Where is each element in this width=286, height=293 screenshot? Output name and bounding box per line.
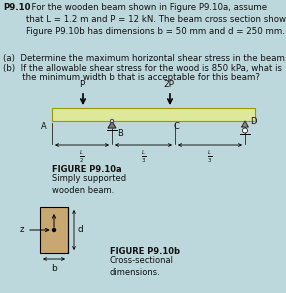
Text: P9.10: P9.10 [3,3,31,12]
Text: C: C [173,122,179,131]
Polygon shape [242,121,248,127]
Bar [40,207,68,253]
Bar [52,108,255,121]
Text: P: P [79,80,85,89]
Text: (b)  If the allowable shear stress for the wood is 850 kPa, what is: (b) If the allowable shear stress for th… [3,64,282,73]
Text: $\frac{L}{2}$: $\frac{L}{2}$ [79,149,85,165]
Text: $\frac{L}{3}$: $\frac{L}{3}$ [141,149,146,165]
Text: For the wooden beam shown in Figure P9.10a, assume
that L = 1.2 m and P = 12 kN.: For the wooden beam shown in Figure P9.1… [26,3,286,36]
Circle shape [243,128,247,133]
Text: A: A [41,122,47,131]
Text: Simply supported
wooden beam.: Simply supported wooden beam. [52,174,126,195]
Text: FIGURE P9.10b: FIGURE P9.10b [110,247,180,256]
Text: b: b [51,264,57,273]
Text: 2P: 2P [164,80,174,89]
Polygon shape [108,121,116,128]
Text: Cross-sectional
dimensions.: Cross-sectional dimensions. [110,256,174,277]
Text: FIGURE P9.10a: FIGURE P9.10a [52,165,122,174]
Text: d: d [77,226,83,234]
Text: D: D [250,117,257,127]
Circle shape [53,229,55,231]
Text: (a)  Determine the maximum horizontal shear stress in the beam.: (a) Determine the maximum horizontal she… [3,54,286,63]
Circle shape [110,119,114,123]
Text: $\frac{L}{3}$: $\frac{L}{3}$ [207,149,213,165]
Text: B: B [117,129,123,138]
Text: z: z [20,226,24,234]
Text: the minimum width b that is acceptable for this beam?: the minimum width b that is acceptable f… [3,73,260,82]
